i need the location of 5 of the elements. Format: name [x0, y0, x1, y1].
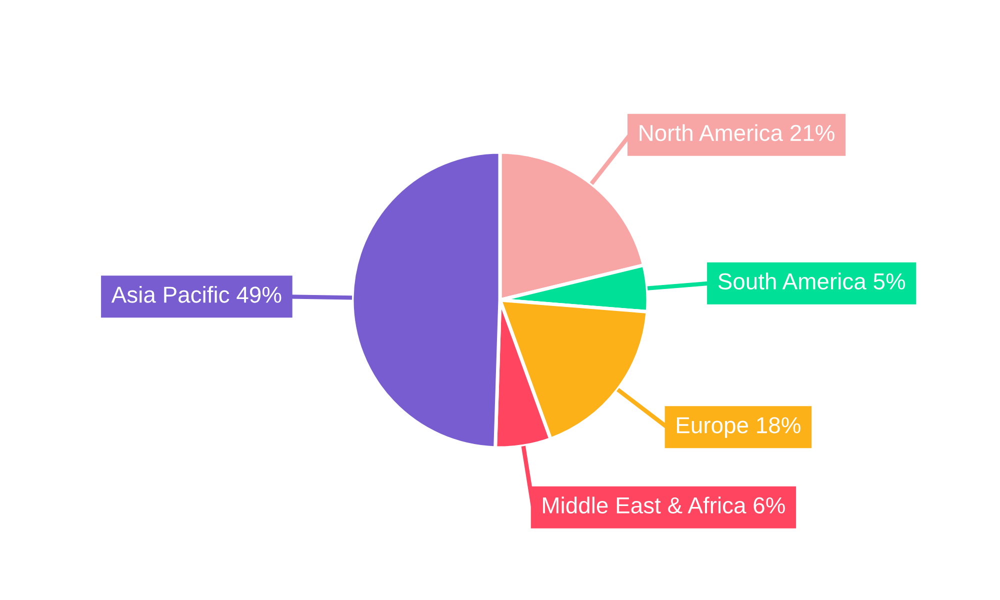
slice-label: North America 21% — [640, 124, 834, 142]
slice-label: Asia Pacific 49% — [111, 286, 282, 303]
slice-label: Europe 18% — [676, 417, 800, 438]
slice-label: South America 5% — [718, 272, 906, 290]
slice-label: Middle East & Africa 6% — [543, 496, 785, 514]
